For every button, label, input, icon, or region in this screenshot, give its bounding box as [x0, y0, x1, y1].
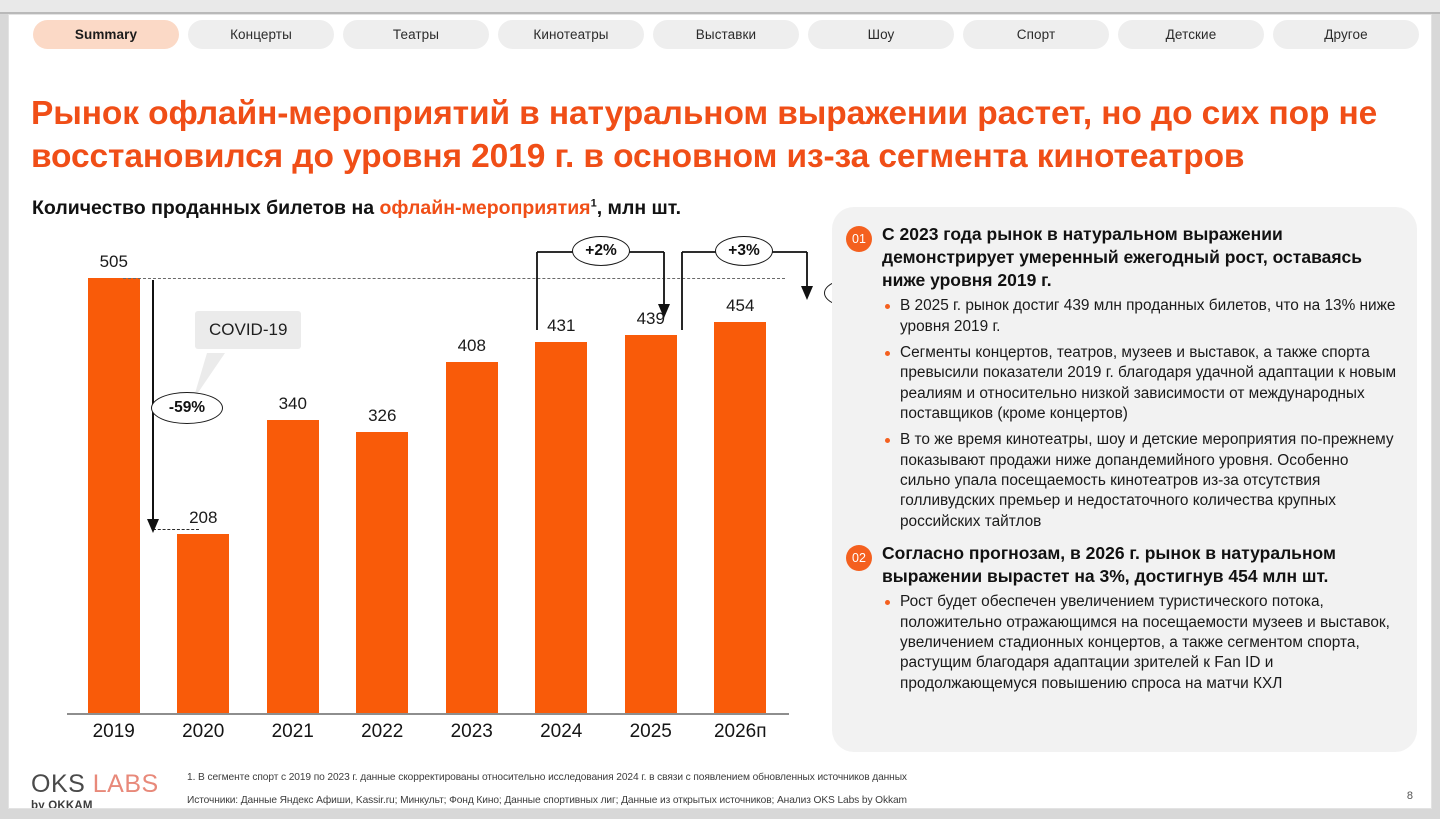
tab-label: Спорт: [1016, 27, 1056, 42]
x-tick-label: 2019: [92, 721, 135, 742]
chart-subtitle: Количество проданных билетов на офлайн-м…: [32, 197, 681, 220]
bar-group: 326: [338, 240, 428, 713]
tab-детские[interactable]: Детские: [1118, 20, 1264, 49]
tab-label: Концерты: [230, 27, 292, 42]
insight-bullet-list: Рост будет обеспечен увеличением туристи…: [882, 592, 1403, 694]
tickets-bar-chart: 505 208 340 326 408 431 439 454 2019 2020 2021 202…: [29, 236, 886, 743]
insight-body: С 2023 года рынок в натуральном выражени…: [882, 223, 1403, 540]
tab-summary[interactable]: Summary: [33, 20, 179, 49]
tab-label: Кинотеатры: [533, 27, 609, 42]
tab-кинотеатры[interactable]: Кинотеатры: [498, 20, 644, 49]
slide-canvas: Summary Концерты Театры Кинотеатры Выставки Ш…: [8, 14, 1432, 809]
tab-label: Шоу: [867, 27, 895, 42]
x-tick-label: 2023: [450, 721, 493, 742]
drop-pct-badge: -59%: [151, 392, 223, 424]
insight-body: Согласно прогнозам, в 2026 г. рынок в на…: [882, 542, 1403, 702]
x-tick-label: 2020: [182, 721, 225, 742]
bar-value-label: 505: [99, 252, 128, 271]
insight-block: 01 С 2023 года рынок в натуральном выраже…: [846, 223, 1403, 540]
bar-value-label: 454: [726, 296, 755, 315]
tab-другое[interactable]: Другое: [1273, 20, 1419, 49]
bar[interactable]: [535, 342, 588, 713]
bar[interactable]: [624, 335, 677, 713]
window-top-strip: [0, 0, 1440, 14]
window-top-shadow: [0, 12, 1440, 14]
x-tick-label: 2024: [540, 721, 583, 742]
chart-bars: 505 208 340 326 408 431 439 454: [69, 240, 785, 713]
insight-bullet: Рост будет обеспечен увеличением туристи…: [882, 592, 1403, 694]
chart-subtitle-prefix: Количество проданных билетов на: [32, 197, 380, 219]
insights-panel: 01 С 2023 года рынок в натуральном выраже…: [832, 207, 1417, 752]
tab-label: Другое: [1324, 27, 1368, 42]
covid-callout-label: COVID-19: [209, 320, 288, 339]
bar-group: 431: [517, 240, 607, 713]
tab-label: Театры: [392, 27, 440, 42]
x-tick-label: 2026п: [713, 721, 767, 742]
insight-badge: 02: [846, 544, 872, 571]
bar-group: 408: [427, 240, 517, 713]
insight-title: С 2023 года рынок в натуральном выражени…: [882, 224, 1363, 290]
growth-2024-2025-label: +2%: [585, 242, 617, 259]
reference-line-2020: [153, 529, 199, 530]
bar-value-label: 439: [636, 309, 665, 328]
insight-bullet: В то же время кинотеатры, шоу и детские …: [882, 430, 1403, 532]
reference-line-2019: [123, 278, 785, 279]
insight-bullet: В 2025 г. рынок достиг 439 млн проданных…: [882, 296, 1403, 337]
insight-bullet: Сегменты концертов, театров, музеев и вы…: [882, 343, 1403, 424]
tab-label: Summary: [74, 27, 138, 42]
growth-2024-2025-badge: +2%: [572, 236, 630, 266]
tab-шоу[interactable]: Шоу: [808, 20, 954, 49]
tab-выставки[interactable]: Выставки: [653, 20, 799, 49]
insight-bullet-list: В 2025 г. рынок достиг 439 млн проданных…: [882, 296, 1403, 532]
bar-value-label: 408: [457, 336, 486, 355]
bar[interactable]: [266, 420, 319, 713]
plus3-arrow-head-icon: [801, 286, 813, 300]
sources-text: Источники: Данные Яндекс Афиши, Kassir.r…: [187, 795, 907, 806]
bar-value-label: 208: [189, 508, 218, 527]
growth-2025-2026-badge: +3%: [715, 236, 773, 266]
logo-labs: LABS: [92, 770, 159, 798]
bar[interactable]: [445, 362, 498, 713]
bar[interactable]: [714, 322, 767, 713]
tab-спорт[interactable]: Спорт: [963, 20, 1109, 49]
chart-x-tick-labels: 2019 2020 2021 2022 2023 2024 2025 2026п: [69, 721, 785, 743]
footnote-text: 1. В сегменте спорт с 2019 по 2023 г. да…: [187, 772, 907, 783]
bar-group: 208: [159, 240, 249, 713]
logo-wordmark: OKS LABS: [31, 770, 159, 799]
chart-x-axis: [67, 713, 789, 715]
insight-title: Согласно прогнозам, в 2026 г. рынок в на…: [882, 542, 1336, 586]
bar-value-label: 326: [368, 406, 397, 425]
insight-badge: 01: [846, 226, 872, 252]
bar-value-label: 431: [547, 316, 576, 335]
bar[interactable]: [356, 432, 409, 713]
x-tick-label: 2022: [361, 721, 404, 742]
growth-2025-2026-label: +3%: [728, 242, 760, 259]
drop-pct-label: -59%: [168, 399, 206, 416]
bar[interactable]: [87, 278, 140, 713]
x-tick-label: 2021: [271, 721, 314, 742]
chart-subtitle-highlight: офлайн-мероприятия: [379, 197, 591, 219]
insight-block: 02 Согласно прогнозам, в 2026 г. рынок в …: [846, 542, 1403, 702]
tab-label: Выставки: [695, 27, 757, 42]
oks-labs-logo: OKS LABS by OKKAM: [31, 770, 159, 809]
bar-group: 505: [69, 240, 159, 713]
tab-label: Детские: [1165, 27, 1217, 42]
tab-театры[interactable]: Театры: [343, 20, 489, 49]
segment-tab-bar: Summary Концерты Театры Кинотеатры Выставки Ш…: [33, 20, 1419, 52]
bar-group: 439: [606, 240, 696, 713]
logo-oks: OKS: [31, 770, 93, 798]
page-title: Рынок офлайн-мероприятий в натуральном в…: [31, 95, 1378, 175]
chart-subtitle-footnote-marker: 1: [590, 197, 597, 210]
chart-subtitle-suffix: , млн шт.: [596, 197, 682, 219]
bar-group: 340: [248, 240, 338, 713]
page-number: 8: [1406, 790, 1413, 802]
bar-value-label: 340: [278, 394, 307, 413]
x-tick-label: 2025: [629, 721, 672, 742]
covid-callout: COVID-19: [195, 311, 302, 349]
logo-byline: by OKKAM: [31, 800, 93, 809]
tab-концерты[interactable]: Концерты: [188, 20, 334, 49]
bar[interactable]: [177, 534, 230, 713]
bar-group: 454: [696, 240, 786, 713]
